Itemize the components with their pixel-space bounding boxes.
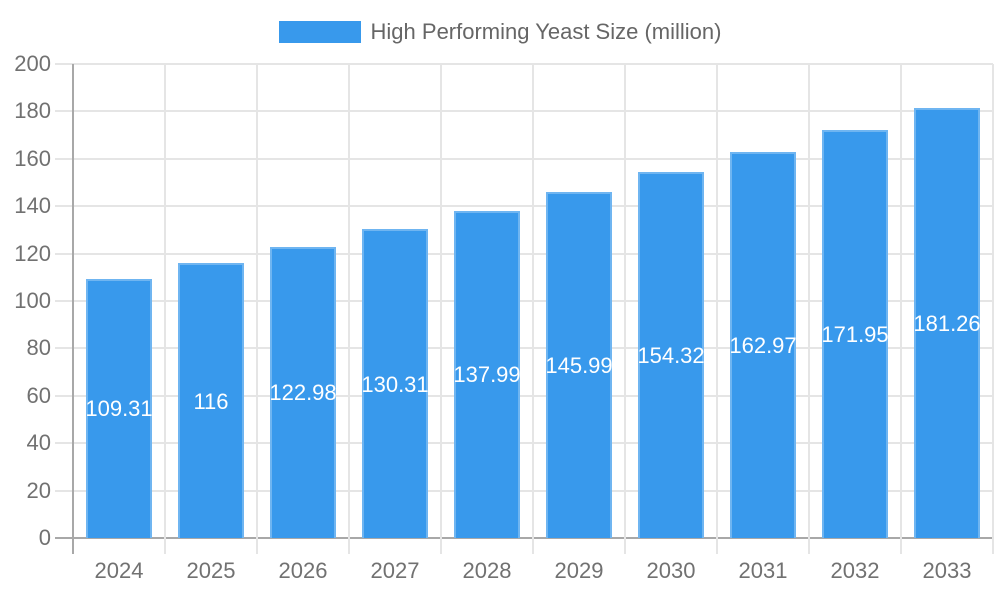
- bar-value-label: 130.31: [361, 371, 429, 397]
- bar-value-label: 171.95: [821, 322, 889, 348]
- y-axis-tick-mark: [55, 63, 73, 65]
- gridline-vertical: [532, 64, 534, 538]
- bar-value-label: 137.99: [453, 362, 521, 388]
- legend[interactable]: High Performing Yeast Size (million): [0, 20, 1000, 44]
- bar[interactable]: 122.98: [269, 246, 337, 538]
- bar[interactable]: 162.97: [729, 151, 797, 538]
- legend-label: High Performing Yeast Size (million): [370, 19, 722, 44]
- bar-value-label: 162.97: [729, 332, 797, 358]
- x-axis-tick-mark: [164, 538, 166, 554]
- y-axis-tick-mark: [55, 205, 73, 208]
- gridline-vertical: [164, 64, 166, 538]
- x-axis-tick-label: 2033: [922, 558, 972, 583]
- gridline-vertical: [440, 64, 442, 538]
- bar[interactable]: 116: [178, 263, 244, 538]
- x-axis-tick-label: 2030: [646, 558, 696, 583]
- y-axis-tick-label: 40: [26, 430, 51, 456]
- bar-value-label: 109.31: [85, 396, 153, 422]
- legend-swatch: [278, 21, 361, 43]
- bar[interactable]: 145.99: [545, 192, 613, 538]
- gridline-vertical: [992, 64, 994, 538]
- x-axis-tick-mark: [440, 538, 442, 554]
- y-axis-tick-label: 100: [14, 288, 51, 313]
- bar-value-label: 116: [193, 388, 229, 414]
- y-axis-tick-label: 0: [38, 525, 51, 550]
- gridline-vertical: [256, 64, 258, 538]
- y-axis-tick-label: 140: [14, 193, 51, 219]
- x-axis-tick-label: 2028: [462, 558, 512, 583]
- gridline-vertical: [716, 64, 718, 538]
- gridline-vertical: [624, 64, 626, 538]
- x-axis-tick-mark: [256, 538, 258, 554]
- x-axis-tick-mark: [992, 538, 994, 554]
- y-axis-tick-label: 200: [14, 51, 51, 76]
- y-axis-tick-mark: [55, 442, 73, 445]
- x-axis-tick-label: 2025: [186, 558, 236, 583]
- bar[interactable]: 137.99: [453, 210, 521, 538]
- y-axis-tick-label: 160: [14, 145, 51, 171]
- y-axis-tick-label: 60: [26, 382, 51, 408]
- y-axis-tick-mark: [55, 347, 73, 350]
- bar[interactable]: 130.31: [361, 229, 429, 538]
- gridline-vertical: [900, 64, 902, 538]
- x-axis-tick-label: 2024: [94, 558, 144, 583]
- x-axis-tick-label: 2027: [370, 558, 420, 583]
- gridline-vertical: [808, 64, 810, 538]
- x-axis-tick-label: 2031: [738, 558, 788, 583]
- y-axis-tick-mark: [55, 110, 73, 113]
- x-axis-tick-mark: [532, 538, 534, 554]
- y-axis-tick-mark: [55, 157, 73, 160]
- y-axis-tick-label: 20: [26, 477, 51, 503]
- y-axis-tick-label: 120: [14, 240, 51, 266]
- bar-value-label: 181.26: [913, 311, 981, 337]
- x-axis-tick-mark: [348, 538, 350, 554]
- x-axis-tick-label: 2029: [554, 558, 604, 583]
- y-axis-tick-label: 80: [26, 335, 51, 361]
- y-axis-tick-mark: [55, 394, 73, 397]
- y-axis-line: [72, 64, 74, 538]
- bar[interactable]: 109.31: [85, 278, 153, 538]
- x-axis-tick-mark: [900, 538, 902, 554]
- bar[interactable]: 171.95: [821, 130, 889, 538]
- x-axis-tick-mark: [624, 538, 626, 554]
- x-axis-tick-mark: [808, 538, 810, 554]
- bar-value-label: 145.99: [545, 352, 613, 378]
- x-axis-tick-mark: [72, 538, 74, 554]
- bar[interactable]: 181.26: [913, 108, 981, 538]
- y-axis-tick-mark: [55, 252, 73, 255]
- y-axis-tick-label: 180: [14, 98, 51, 124]
- bar-value-label: 154.32: [637, 343, 705, 369]
- x-axis-tick-mark: [716, 538, 718, 554]
- y-axis-tick-mark: [55, 300, 73, 302]
- bar[interactable]: 154.32: [637, 172, 705, 538]
- x-axis-tick-label: 2032: [830, 558, 880, 583]
- y-axis-tick-mark: [55, 489, 73, 492]
- gridline-vertical: [348, 64, 350, 538]
- x-axis-tick-label: 2026: [278, 558, 328, 583]
- y-axis-tick-mark: [55, 537, 73, 539]
- bar-value-label: 122.98: [269, 380, 337, 406]
